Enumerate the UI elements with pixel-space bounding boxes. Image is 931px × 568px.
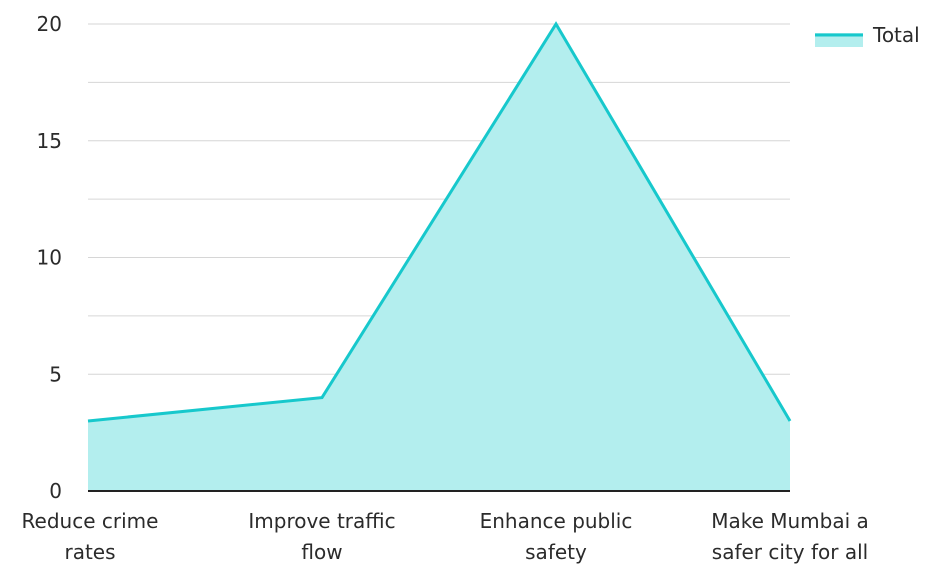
legend: Total bbox=[815, 23, 920, 47]
y-tick-label: 10 bbox=[37, 246, 62, 270]
series-area-group bbox=[87, 21, 792, 491]
x-category-label: Reduce crime rates bbox=[22, 509, 159, 564]
y-tick-label: 0 bbox=[49, 479, 62, 503]
y-tick-label: 15 bbox=[37, 129, 62, 153]
legend-label-total: Total bbox=[872, 23, 920, 47]
y-tick-label: 5 bbox=[49, 362, 62, 386]
x-axis-category-labels: Reduce crime rates Improve traffic flow Enha… bbox=[22, 509, 869, 564]
series-line-total bbox=[87, 21, 792, 423]
x-category-label: Make Mumbai a safer city for all bbox=[711, 509, 869, 564]
y-tick-label: 20 bbox=[37, 12, 62, 36]
x-category-label: Enhance public safety bbox=[480, 509, 633, 564]
x-category-label: Improve traffic flow bbox=[248, 509, 395, 564]
y-axis-tick-labels: 0 5 10 15 20 bbox=[37, 12, 62, 503]
series-area-total bbox=[88, 24, 790, 491]
